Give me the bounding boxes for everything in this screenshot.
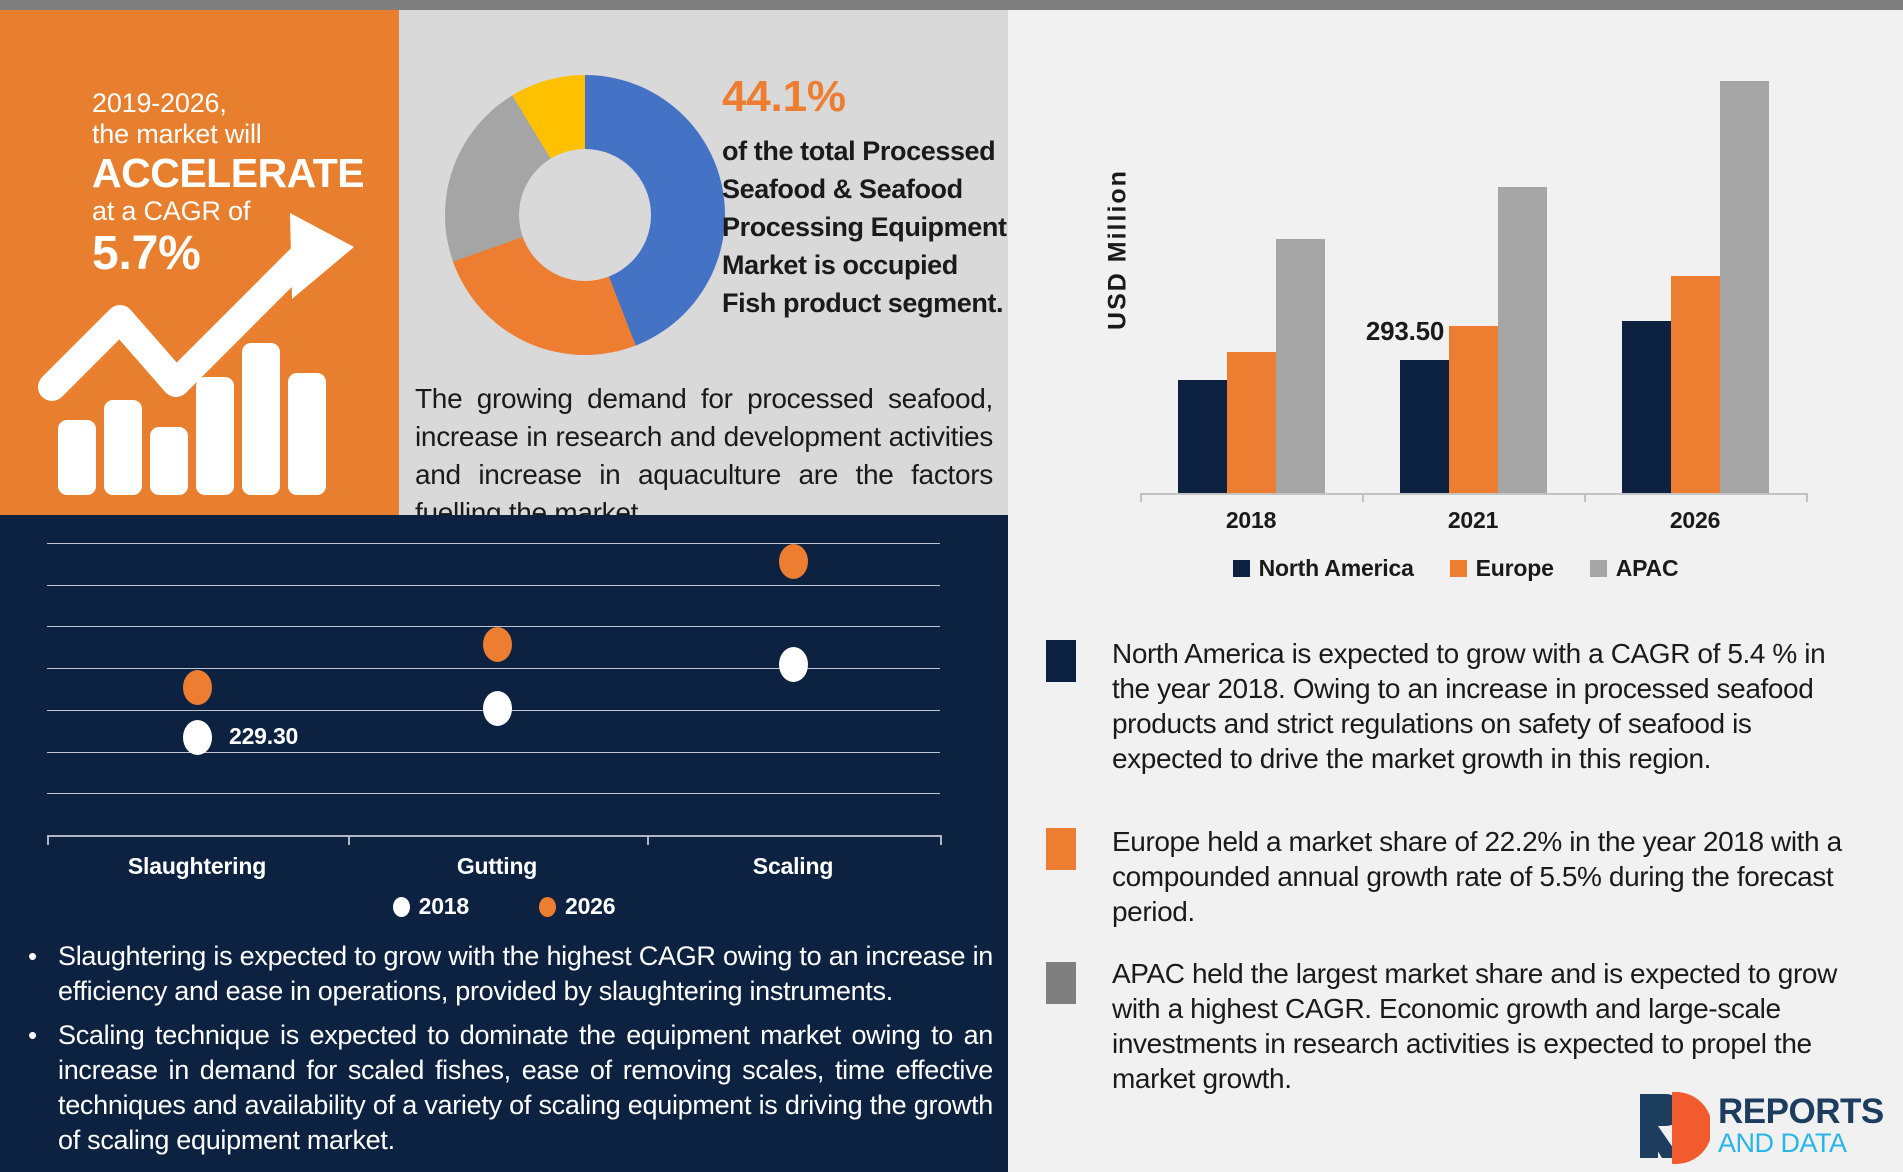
bar-x-label-2021: 2021 xyxy=(1447,507,1499,533)
donut-section: 44.1% of the total Processed Seafood & S… xyxy=(399,10,1008,528)
dot-x-label-gutting: Gutting xyxy=(456,853,538,879)
legend-label: Europe xyxy=(1475,555,1554,581)
dot-plot-axis-tick xyxy=(348,835,350,845)
rd-logo-mark xyxy=(1640,1092,1710,1164)
list-item: • Slaughtering is expected to grow with … xyxy=(28,939,993,1009)
dot-plot-axis-tick xyxy=(940,835,942,845)
slaughtering-bullet-text: Slaughtering is expected to grow with th… xyxy=(58,941,993,1006)
bar-x-label-2018: 2018 xyxy=(1225,507,1277,533)
donut-hole xyxy=(519,149,651,281)
dot-x-label-scaling: Scaling xyxy=(752,853,834,879)
bar-europe-2026 xyxy=(1670,275,1720,493)
north-america-bullet-square xyxy=(1046,640,1076,682)
bar-north-america-2018 xyxy=(1177,380,1227,493)
legend-item-europe: Europe xyxy=(1449,555,1554,582)
donut-headline-percent: 44.1% xyxy=(722,72,846,121)
dot-plot-axis-tick xyxy=(647,835,649,845)
apac-bullet-square xyxy=(1046,962,1076,1004)
donut-headline: of the total Processed Seafood & Seafood… xyxy=(722,136,1007,318)
bar-chart-x-axis xyxy=(1140,493,1808,495)
promo-period: 2019-2026, xyxy=(92,88,227,118)
bar-chart-legend: North America Europe APAC xyxy=(1008,555,1903,582)
apac-bullet-text: APAC held the largest market share and i… xyxy=(1112,958,1837,1094)
legend-label: APAC xyxy=(1615,555,1679,581)
europe-swatch xyxy=(1449,560,1467,577)
bar-value-label: 293.50 xyxy=(1365,316,1445,346)
dot-2018-gutting xyxy=(482,691,512,727)
donut-paragraph: The growing demand for processed seafood… xyxy=(415,383,993,528)
dot-2018-slaughtering xyxy=(182,719,212,755)
bar-x-label-2026: 2026 xyxy=(1669,507,1721,533)
bar-europe-2018 xyxy=(1226,352,1276,493)
europe-bullet-square xyxy=(1046,828,1076,870)
dot-plot-gridline xyxy=(47,668,940,670)
technique-dot-plot: 229.30 Slaughtering Gutting Scaling xyxy=(0,515,1008,935)
legend-label: 2018 xyxy=(418,893,470,919)
legend-item-2026: 2026 xyxy=(539,893,616,920)
dot-value-label: 229.30 xyxy=(229,723,299,749)
bar-apac-2021 xyxy=(1497,187,1547,493)
bar-axis-tick xyxy=(1584,493,1586,502)
dot-2018-swatch xyxy=(392,896,410,917)
bar-chart-y-axis-label: USD Million xyxy=(1103,169,1132,330)
reports-and-data-logo: REPORTS AND DATA xyxy=(1636,1088,1884,1164)
north-america-swatch xyxy=(1232,560,1250,577)
dot-2018-scaling xyxy=(778,647,808,683)
top-border-strip xyxy=(0,0,1903,10)
regional-bar-chart: USD Million 293.50 2018 2021 2026 xyxy=(1008,10,1903,630)
legend-label: North America xyxy=(1258,555,1414,581)
bar-axis-tick xyxy=(1362,493,1364,502)
bar-axis-tick xyxy=(1140,493,1142,502)
logo-wordmark: REPORTS AND DATA xyxy=(1718,1092,1884,1158)
cagr-promo-box: 2019-2026, the market will ACCELERATE at… xyxy=(0,10,399,515)
bar-axis-tick xyxy=(1806,493,1808,502)
bar-north-america-2021 xyxy=(1399,360,1449,493)
regional-panel: USD Million 293.50 2018 2021 2026 North Am… xyxy=(1008,10,1903,1172)
dot-plot-gridline xyxy=(47,584,940,586)
dot-plot-x-axis xyxy=(47,835,940,837)
logo-text-and-data: AND DATA xyxy=(1718,1128,1847,1158)
legend-label: 2026 xyxy=(565,893,616,919)
technique-panel: 229.30 Slaughtering Gutting Scaling 2018 2… xyxy=(0,515,1008,1172)
bullet-marker: • xyxy=(28,1020,37,1050)
logo-text-reports: REPORTS xyxy=(1718,1092,1884,1131)
promo-line2: the market will xyxy=(92,119,262,149)
dot-2026-swatch xyxy=(539,896,556,917)
dot-plot-legend: 2018 2026 xyxy=(0,893,1008,920)
bar-apac-2026 xyxy=(1719,81,1769,493)
europe-bullet-text: Europe held a market share of 22.2% in t… xyxy=(1112,826,1842,927)
north-america-bullet-text: North America is expected to grow with a… xyxy=(1112,638,1826,774)
dot-x-label-slaughtering: Slaughtering xyxy=(127,853,267,879)
legend-item-north-america: North America xyxy=(1232,555,1414,582)
bar-europe-2021 xyxy=(1448,325,1498,493)
dot-2026-scaling xyxy=(778,544,808,580)
dot-plot-gridline xyxy=(47,793,940,795)
list-item: • Scaling technique is expected to domin… xyxy=(28,1018,993,1158)
promo-accelerate: ACCELERATE xyxy=(92,150,365,196)
scaling-bullet-text: Scaling technique is expected to dominat… xyxy=(58,1020,993,1155)
dot-plot-gridline xyxy=(47,751,940,753)
legend-item-2018: 2018 xyxy=(392,893,470,920)
dot-2026-gutting xyxy=(482,627,512,663)
cagr-promo-text: 2019-2026, the market will ACCELERATE at… xyxy=(92,88,365,281)
dot-plot-gridline xyxy=(47,626,940,628)
technique-bullet-list: • Slaughtering is expected to grow with … xyxy=(28,939,993,1167)
dot-plot-gridline xyxy=(47,543,940,544)
dot-2026-slaughtering xyxy=(182,670,212,706)
promo-line4: at a CAGR of xyxy=(92,196,251,226)
bar-north-america-2026 xyxy=(1621,320,1671,493)
promo-cagr-value: 5.7% xyxy=(92,227,201,280)
growth-arrow-icon xyxy=(38,213,354,495)
dot-plot-axis-tick xyxy=(47,835,49,845)
legend-item-apac: APAC xyxy=(1589,555,1679,582)
bar-apac-2018 xyxy=(1275,238,1325,493)
bullet-marker: • xyxy=(28,941,37,971)
apac-swatch xyxy=(1589,560,1607,577)
